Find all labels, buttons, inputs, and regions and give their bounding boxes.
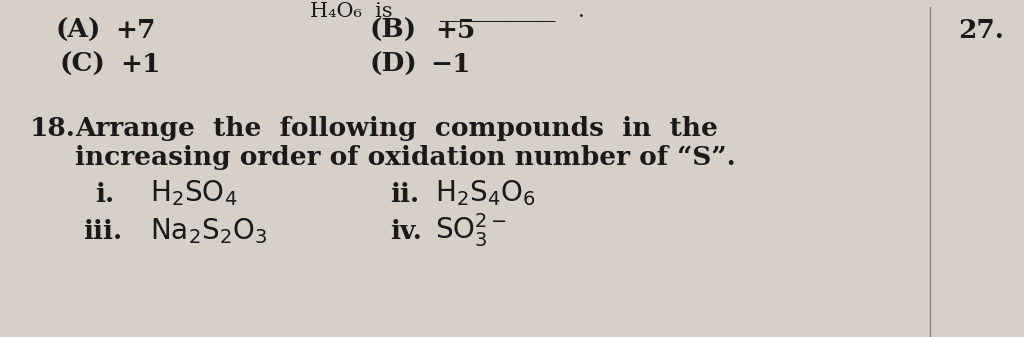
Text: $\mathrm{SO_3^{2-}}$: $\mathrm{SO_3^{2-}}$ (435, 211, 507, 249)
Text: $\mathrm{Na_2S_2O_3}$: $\mathrm{Na_2S_2O_3}$ (150, 216, 267, 246)
Text: iv.: iv. (390, 219, 422, 244)
Text: 27.: 27. (958, 18, 1004, 43)
Text: ii.: ii. (390, 182, 419, 207)
Text: $\mathrm{H_2S_4O_6}$: $\mathrm{H_2S_4O_6}$ (435, 179, 536, 209)
Text: Arrange  the  following  compounds  in  the: Arrange the following compounds in the (75, 116, 718, 141)
Text: i.: i. (95, 182, 114, 207)
Text: +1: +1 (120, 52, 161, 77)
Text: .: . (578, 2, 585, 21)
Text: +7: +7 (115, 18, 156, 43)
Text: iii.: iii. (83, 219, 122, 244)
Text: 18.: 18. (30, 116, 76, 141)
Text: ___________: ___________ (440, 3, 555, 22)
Text: −1: −1 (430, 52, 470, 77)
Text: (B): (B) (370, 18, 417, 43)
Text: (A): (A) (55, 18, 100, 43)
Text: H₄O₆  is: H₄O₆ is (310, 2, 392, 21)
Text: (D): (D) (370, 52, 418, 77)
Text: increasing order of oxidation number of “S”.: increasing order of oxidation number of … (75, 145, 736, 171)
Text: +5: +5 (435, 18, 475, 43)
Text: $\mathrm{H_2SO_4}$: $\mathrm{H_2SO_4}$ (150, 179, 238, 209)
Text: (C): (C) (60, 52, 105, 77)
